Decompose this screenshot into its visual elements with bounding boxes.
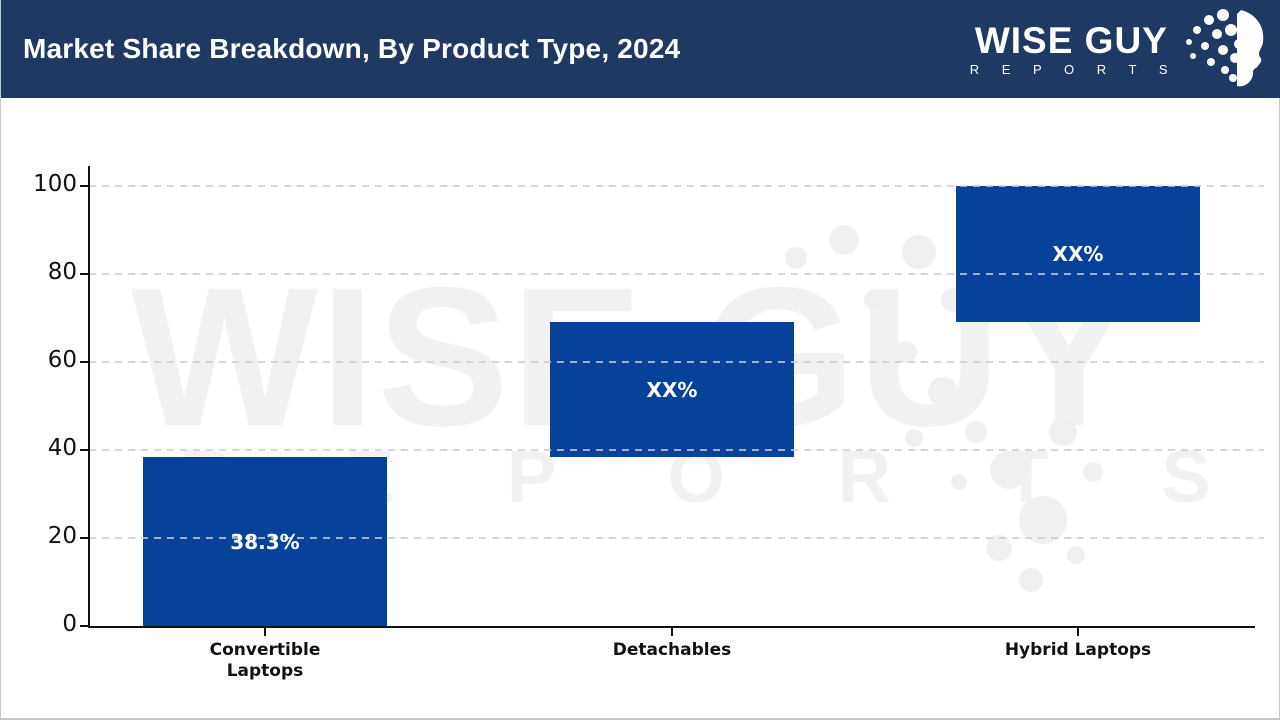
y-tick-label: 80 [47, 259, 77, 285]
x-tick-mark [1077, 628, 1079, 636]
grid-line-60 [89, 361, 1264, 363]
y-tick-label: 40 [47, 435, 77, 461]
x-axis-spine [88, 626, 1255, 628]
logo-face-icon [1186, 9, 1264, 87]
y-tick-mark [80, 537, 89, 539]
y-tick-label: 100 [33, 171, 77, 197]
wise-guy-reports-logo: WISE GUY R E P O R T S [966, 8, 1280, 90]
y-tick-mark [80, 361, 89, 363]
x-tick-label: Convertible Laptops [209, 640, 321, 682]
bar-value-label: XX% [1052, 242, 1104, 267]
grid-line-100 [89, 185, 1264, 187]
bar-value-label: 38.3% [230, 529, 300, 554]
x-tick-mark [671, 628, 673, 636]
page-title: Market Share Breakdown, By Product Type,… [23, 33, 681, 64]
logo-text: WISE GUY R E P O R T S [966, 22, 1177, 77]
y-tick-label: 20 [47, 523, 77, 549]
y-tick-label: 60 [47, 347, 77, 373]
grid-line-80 [89, 273, 1264, 275]
bar-segment [550, 322, 794, 458]
x-tick-label: Detachables [612, 640, 732, 660]
bar-segment [143, 457, 387, 626]
y-axis-spine [88, 166, 90, 628]
logo-wordmark: WISE GUY [974, 19, 1168, 61]
x-tick-label: Hybrid Laptops [1004, 640, 1152, 660]
bar-value-label: XX% [646, 377, 698, 402]
logo-reports-text: R E P O R T S [969, 61, 1177, 77]
grid-line-20 [89, 537, 1264, 539]
y-tick-mark [80, 185, 89, 187]
header-bar: Market Share Breakdown, By Product Type,… [1, 0, 1280, 98]
y-tick-mark [80, 625, 89, 627]
x-tick-mark [264, 628, 266, 636]
grid-line-40 [89, 449, 1264, 451]
y-tick-mark [80, 273, 89, 275]
y-tick-label: 0 [62, 611, 77, 637]
y-tick-mark [80, 449, 89, 451]
